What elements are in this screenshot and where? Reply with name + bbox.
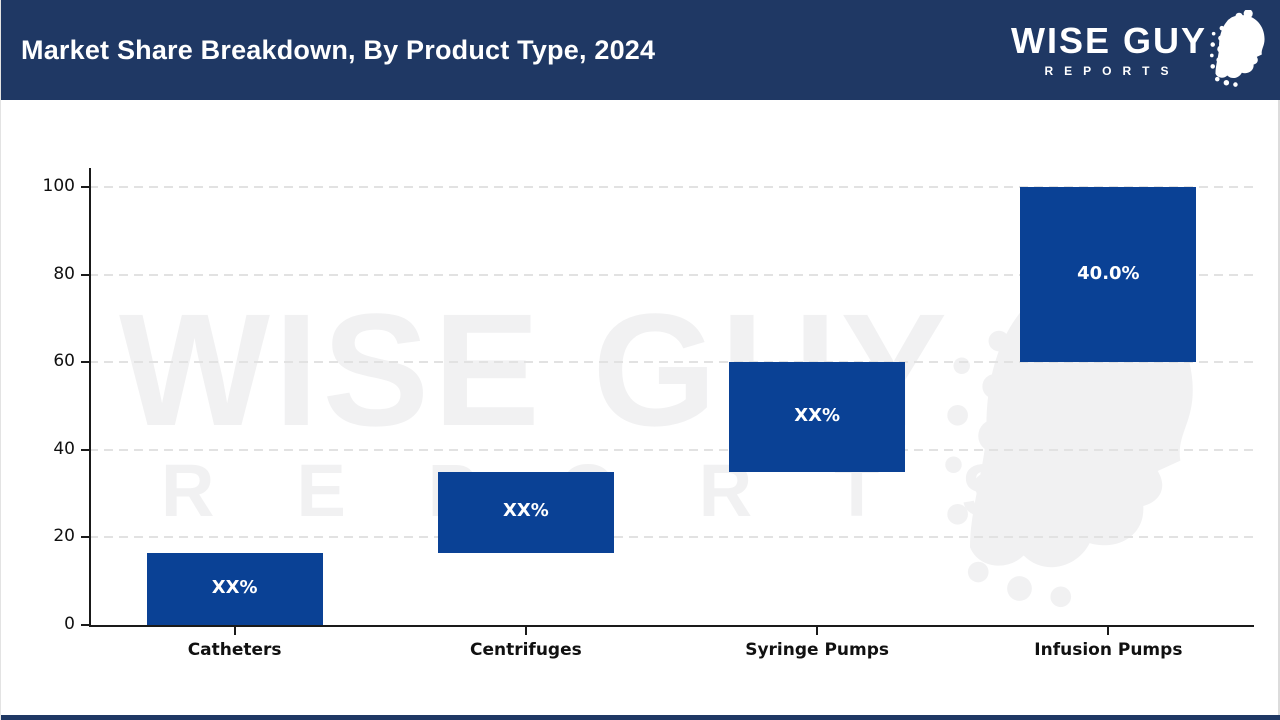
bar-value-label: XX%: [211, 576, 258, 598]
brand-name: WISE GUY: [1010, 20, 1207, 61]
y-tick: [81, 448, 89, 451]
y-tick: [81, 624, 89, 626]
y-tick: [81, 273, 89, 276]
bar-centrifuges: [437, 471, 614, 553]
brand-subname: REPORTS: [1044, 64, 1180, 78]
x-tick: [1107, 627, 1110, 635]
y-tick-label: 80: [53, 263, 75, 284]
y-tick: [81, 186, 89, 188]
footer-bar: [1, 715, 1280, 720]
header-bar: Market Share Breakdown, By Product Type,…: [1, 0, 1280, 100]
bar-value-label: XX%: [794, 404, 841, 426]
y-tick-label: 100: [42, 176, 75, 196]
brand-logo: WISE GUY REPORTS: [1011, 8, 1267, 92]
y-tick-label: 0: [64, 614, 75, 634]
x-category-label: Infusion Pumps: [1034, 640, 1183, 660]
gridline: [89, 186, 1254, 188]
y-tick-label: 60: [53, 351, 75, 372]
y-axis-line: [89, 168, 91, 627]
bar-value-label: XX%: [502, 500, 549, 522]
bar-value-label: 40.0%: [1077, 262, 1140, 284]
brand-face-icon: [1210, 10, 1265, 87]
bar-catheters: [146, 552, 323, 625]
gridline: [89, 361, 1254, 364]
x-category-label: Syringe Pumps: [745, 640, 890, 660]
bar-infusion-pumps: [1020, 187, 1197, 363]
x-tick: [816, 627, 819, 635]
brand-logo-text: WISE GUY REPORTS: [1010, 20, 1207, 78]
x-tick: [233, 627, 236, 635]
y-tick: [81, 536, 89, 539]
y-tick-label: 20: [53, 526, 75, 547]
y-tick-label: 40: [53, 438, 75, 459]
y-tick: [81, 361, 89, 364]
gridline: [89, 536, 1254, 539]
x-category-label: Centrifuges: [469, 640, 582, 660]
chart-title: Market Share Breakdown, By Product Type,…: [21, 34, 656, 65]
gridline: [89, 273, 1254, 276]
bar-syringe-pumps: [729, 362, 906, 472]
x-tick: [524, 627, 527, 635]
gridline: [89, 448, 1254, 451]
x-category-label: Catheters: [187, 640, 282, 660]
x-axis-line: [89, 625, 1254, 627]
